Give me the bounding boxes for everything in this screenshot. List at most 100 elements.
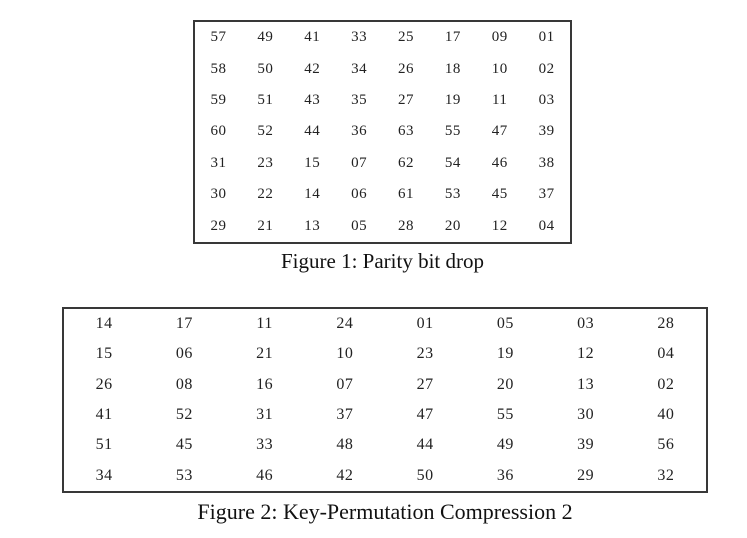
table-cell: 33 <box>351 29 368 46</box>
table-cell: 48 <box>336 436 354 454</box>
table-row: 15 06 21 10 23 19 12 04 <box>64 339 706 369</box>
table-cell: 31 <box>210 154 227 171</box>
table-cell: 10 <box>336 345 354 363</box>
table-row: 41 52 31 37 47 55 30 40 <box>64 400 706 430</box>
table-cell: 44 <box>416 436 434 454</box>
table-row: 30 22 14 06 61 53 45 37 <box>195 179 570 210</box>
table-row: 34 53 46 42 50 36 29 32 <box>64 461 706 491</box>
table-cell: 41 <box>304 29 321 46</box>
table-cell: 18 <box>444 60 461 77</box>
table-cell: 10 <box>491 60 508 77</box>
table-cell: 21 <box>256 345 274 363</box>
table-cell: 50 <box>257 60 274 77</box>
table-cell: 17 <box>444 29 461 46</box>
table-cell: 38 <box>538 154 555 171</box>
table-cell: 06 <box>351 186 368 203</box>
table-cell: 53 <box>175 466 193 484</box>
table-cell: 13 <box>304 217 321 234</box>
table-cell: 23 <box>416 345 434 363</box>
table-cell: 55 <box>444 123 461 140</box>
table-cell: 46 <box>491 154 508 171</box>
table-cell: 09 <box>491 29 508 46</box>
table-cell: 35 <box>351 92 368 109</box>
table-row: 59 51 43 35 27 19 11 03 <box>195 85 570 116</box>
table-cell: 33 <box>256 436 274 454</box>
table-cell: 43 <box>304 92 321 109</box>
table-cell: 01 <box>416 315 434 333</box>
table-cell: 26 <box>397 60 414 77</box>
table-cell: 26 <box>95 375 113 393</box>
table-cell: 04 <box>538 217 555 234</box>
table-cell: 58 <box>210 60 227 77</box>
table-row: 57 49 41 33 25 17 09 01 <box>195 22 570 53</box>
table-cell: 07 <box>351 154 368 171</box>
table-cell: 32 <box>657 466 675 484</box>
table-cell: 54 <box>444 154 461 171</box>
table-cell: 49 <box>257 29 274 46</box>
table-cell: 30 <box>210 186 227 203</box>
table-cell: 29 <box>210 217 227 234</box>
table-cell: 53 <box>444 186 461 203</box>
table-cell: 46 <box>256 466 274 484</box>
table-cell: 47 <box>416 406 434 424</box>
table-row: 29 21 13 05 28 20 12 04 <box>195 211 570 242</box>
table-cell: 14 <box>304 186 321 203</box>
table-cell: 27 <box>416 375 434 393</box>
table-cell: 15 <box>304 154 321 171</box>
table-cell: 44 <box>304 123 321 140</box>
table-cell: 02 <box>538 60 555 77</box>
table-cell: 22 <box>257 186 274 203</box>
table-cell: 07 <box>336 375 354 393</box>
table-cell: 52 <box>175 406 193 424</box>
table-cell: 29 <box>577 466 595 484</box>
table-cell: 31 <box>256 406 274 424</box>
table-cell: 27 <box>397 92 414 109</box>
table-cell: 28 <box>657 315 675 333</box>
table-cell: 05 <box>496 315 514 333</box>
table-cell: 15 <box>95 345 113 363</box>
table-cell: 20 <box>496 375 514 393</box>
table-cell: 11 <box>256 315 273 333</box>
table-cell: 19 <box>444 92 461 109</box>
table-cell: 61 <box>397 186 414 203</box>
table-cell: 36 <box>496 466 514 484</box>
figure-2-caption: Figure 2: Key-Permutation Compression 2 <box>197 499 573 524</box>
table-cell: 14 <box>95 315 113 333</box>
table-cell: 06 <box>175 345 193 363</box>
table-cell: 30 <box>577 406 595 424</box>
table-cell: 51 <box>95 436 113 454</box>
table-cell: 34 <box>95 466 113 484</box>
table-cell: 24 <box>336 315 354 333</box>
table-cell: 17 <box>175 315 193 333</box>
table-cell: 36 <box>351 123 368 140</box>
table-row: 26 08 16 07 27 20 13 02 <box>64 370 706 400</box>
table-cell: 42 <box>336 466 354 484</box>
table-cell: 37 <box>538 186 555 203</box>
table-cell: 49 <box>496 436 514 454</box>
table-cell: 52 <box>257 123 274 140</box>
table-cell: 42 <box>304 60 321 77</box>
table-cell: 01 <box>538 29 555 46</box>
table-cell: 03 <box>577 315 595 333</box>
table-cell: 13 <box>577 375 595 393</box>
table-cell: 59 <box>210 92 227 109</box>
table-cell: 12 <box>577 345 595 363</box>
table-cell: 57 <box>210 29 227 46</box>
table-cell: 47 <box>491 123 508 140</box>
table-cell: 21 <box>257 217 274 234</box>
table-cell: 45 <box>491 186 508 203</box>
table-cell: 02 <box>657 375 675 393</box>
figure-1-caption: Figure 1: Parity bit drop <box>281 249 484 273</box>
table-cell: 04 <box>657 345 675 363</box>
table-row: 14 17 11 24 01 05 03 28 <box>64 309 706 339</box>
table-cell: 45 <box>175 436 193 454</box>
table-cell: 12 <box>491 217 508 234</box>
table-cell: 20 <box>444 217 461 234</box>
table-cell: 19 <box>496 345 514 363</box>
table-cell: 03 <box>538 92 555 109</box>
table-cell: 39 <box>577 436 595 454</box>
table-cell: 41 <box>95 406 113 424</box>
key-permutation-compression-table: 14 17 11 24 01 05 03 28 15 06 21 10 23 19 12 04 26 08 16 07… <box>62 307 708 493</box>
table-cell: 60 <box>210 123 227 140</box>
